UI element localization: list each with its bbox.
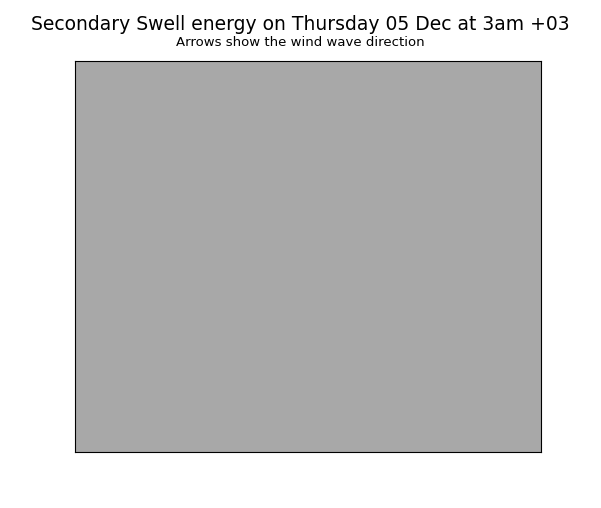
Text: Arrows show the wind wave direction: Arrows show the wind wave direction bbox=[176, 36, 425, 49]
Text: Secondary Swell energy on Thursday 05 Dec at 3am +03: Secondary Swell energy on Thursday 05 De… bbox=[31, 15, 570, 34]
